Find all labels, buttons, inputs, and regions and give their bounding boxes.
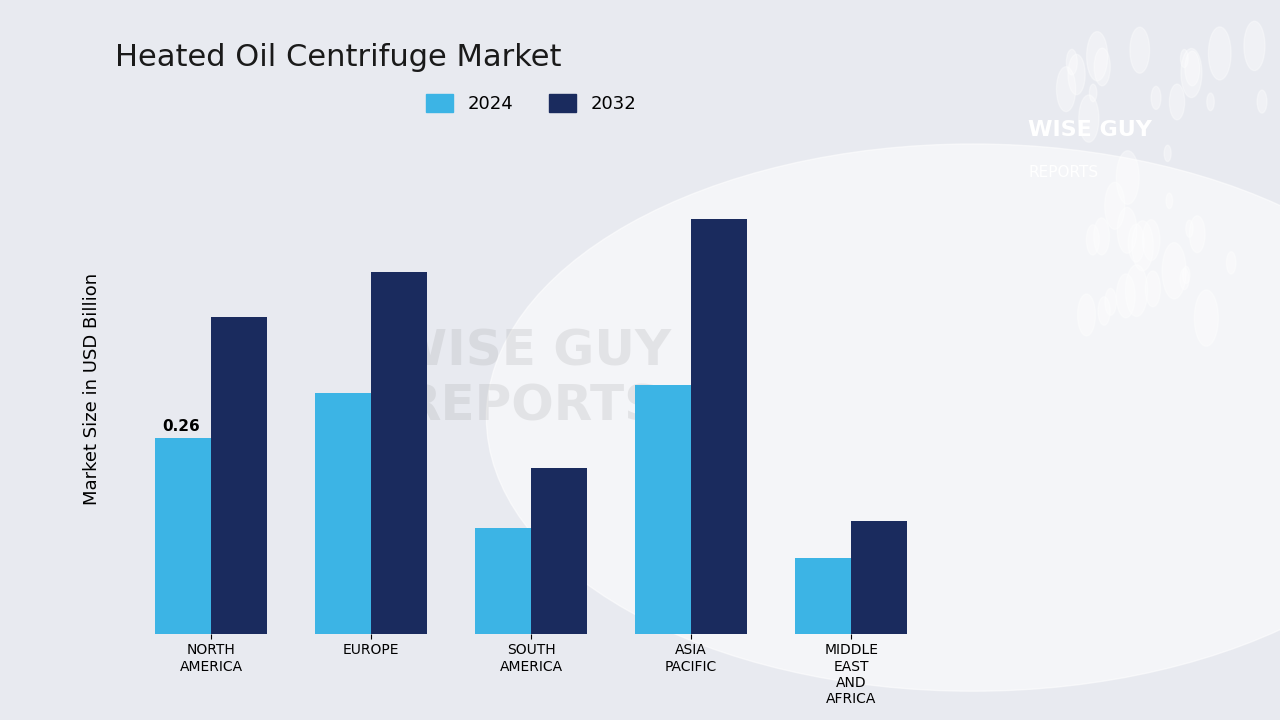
Text: REPORTS: REPORTS xyxy=(1028,166,1098,180)
Bar xyxy=(531,468,588,634)
Circle shape xyxy=(1093,218,1110,255)
Legend: 2024, 2032: 2024, 2032 xyxy=(417,84,645,122)
Circle shape xyxy=(1257,90,1267,113)
Circle shape xyxy=(1207,93,1215,111)
Circle shape xyxy=(1087,225,1100,255)
Circle shape xyxy=(486,144,1280,691)
Bar xyxy=(851,521,908,634)
Circle shape xyxy=(1130,27,1149,73)
Circle shape xyxy=(1185,220,1193,238)
Bar xyxy=(691,220,748,634)
Y-axis label: Market Size in USD Billion: Market Size in USD Billion xyxy=(83,273,101,505)
Circle shape xyxy=(1089,84,1097,102)
Circle shape xyxy=(1078,294,1096,336)
Circle shape xyxy=(1105,182,1125,230)
Circle shape xyxy=(1180,50,1188,68)
Text: WISE GUY
REPORTS: WISE GUY REPORTS xyxy=(392,327,671,431)
Circle shape xyxy=(1068,54,1085,95)
Circle shape xyxy=(1181,48,1202,98)
Circle shape xyxy=(1162,243,1187,299)
Text: 0.26: 0.26 xyxy=(163,419,200,434)
Text: Heated Oil Centrifuge Market: Heated Oil Centrifuge Market xyxy=(115,43,562,72)
Circle shape xyxy=(1164,145,1171,161)
Bar xyxy=(795,558,851,634)
Circle shape xyxy=(1146,271,1161,307)
Circle shape xyxy=(1208,27,1231,80)
Text: WISE GUY: WISE GUY xyxy=(1028,120,1152,140)
Bar xyxy=(211,318,268,634)
Circle shape xyxy=(1117,207,1137,253)
Circle shape xyxy=(1132,221,1153,271)
Bar xyxy=(371,272,428,634)
Bar xyxy=(315,392,371,634)
Circle shape xyxy=(1185,51,1199,86)
Circle shape xyxy=(1128,224,1144,262)
Circle shape xyxy=(1116,274,1135,318)
Circle shape xyxy=(1087,32,1107,81)
Bar xyxy=(635,385,691,634)
Circle shape xyxy=(1226,252,1236,274)
Circle shape xyxy=(1094,48,1110,86)
Circle shape xyxy=(1244,21,1265,71)
Circle shape xyxy=(1183,266,1190,284)
Circle shape xyxy=(1166,193,1172,209)
Circle shape xyxy=(1143,220,1160,261)
Circle shape xyxy=(1098,297,1110,325)
Circle shape xyxy=(1056,67,1075,112)
Circle shape xyxy=(1151,86,1161,109)
Circle shape xyxy=(1189,216,1204,253)
Circle shape xyxy=(1116,150,1139,204)
Circle shape xyxy=(1180,269,1189,289)
Circle shape xyxy=(1125,265,1148,317)
Circle shape xyxy=(1105,289,1116,315)
Circle shape xyxy=(1079,95,1100,143)
Circle shape xyxy=(1066,50,1078,75)
Circle shape xyxy=(1170,84,1185,120)
Circle shape xyxy=(1194,290,1219,346)
Bar xyxy=(475,528,531,634)
Bar xyxy=(155,438,211,634)
